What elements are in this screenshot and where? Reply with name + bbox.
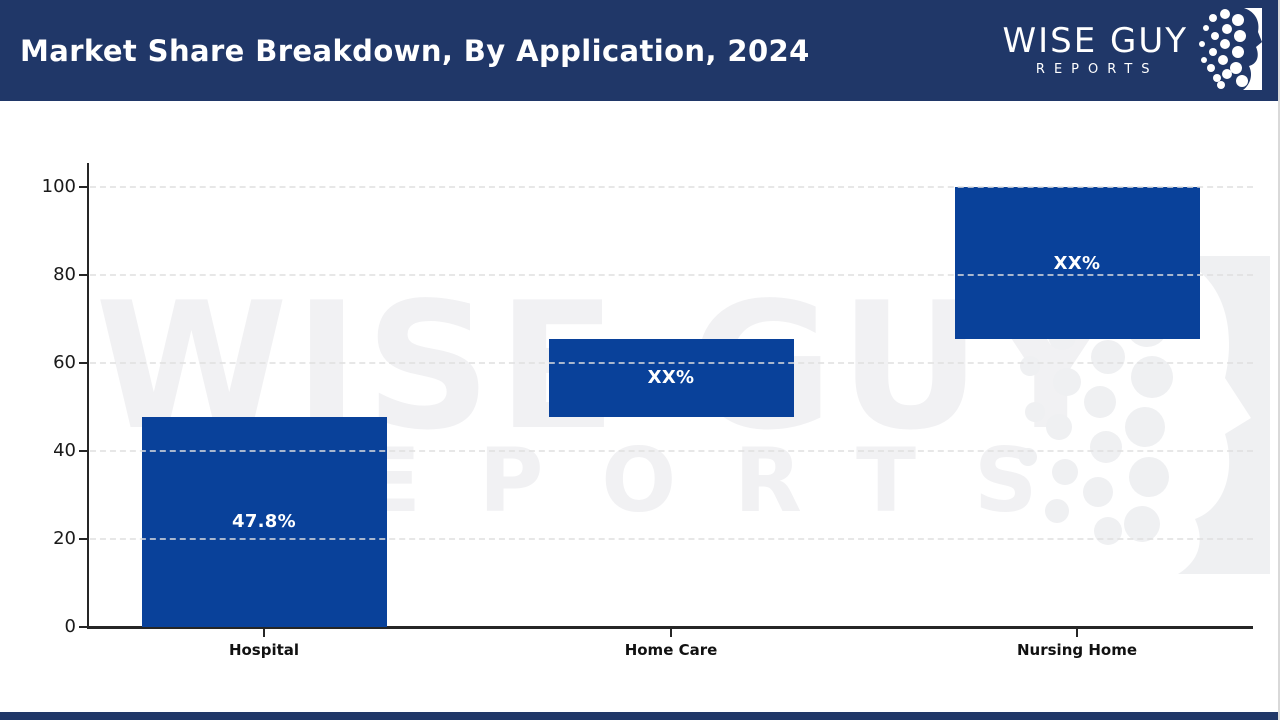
x-axis-line	[87, 626, 1253, 629]
gridline-80	[90, 274, 1253, 276]
y-axis-tick	[79, 538, 87, 540]
brand-wordmark: WISE GUY REPORTS	[1002, 24, 1188, 77]
y-tick-label: 20	[53, 528, 76, 549]
bar-value-label: 47.8%	[232, 511, 296, 533]
y-axis-tick	[79, 186, 87, 188]
y-tick-label: 100	[41, 176, 76, 197]
x-axis-tick	[1076, 629, 1078, 637]
bar-value-label: XX%	[647, 367, 695, 389]
y-axis-tick	[79, 362, 87, 364]
chart-canvas: WISE GUY REPORTS 47.8% XX% XX% 0 20 40 60	[0, 101, 1278, 712]
plot-region: 47.8% XX% XX% 0 20 40 60 80 100 Hospital Home Care…	[0, 101, 1278, 712]
y-tick-label: 60	[53, 352, 76, 373]
x-axis-tick	[670, 629, 672, 637]
brand-subname: REPORTS	[1035, 62, 1159, 77]
y-tick-label: 40	[53, 440, 76, 461]
bar-value-label: XX%	[1053, 252, 1101, 274]
x-axis-tick	[263, 629, 265, 637]
y-axis-tick	[79, 450, 87, 452]
category-label-nursing-home: Nursing Home	[1017, 641, 1137, 659]
bar-home-care: XX%	[548, 339, 794, 417]
y-axis-tick	[79, 626, 87, 628]
page-title: Market Share Breakdown, By Application, …	[20, 33, 810, 68]
category-label-hospital: Hospital	[228, 641, 300, 659]
footer-bar	[0, 712, 1278, 720]
gridline-40	[90, 450, 1253, 452]
y-tick-label: 0	[64, 616, 76, 637]
y-axis-tick	[79, 274, 87, 276]
bar-nursing-home: XX%	[954, 187, 1200, 340]
y-axis-line	[87, 163, 89, 629]
brand-face-icon	[1196, 6, 1262, 96]
brand-logo: WISE GUY REPORTS	[1002, 6, 1262, 96]
category-label-home-care: Home Care	[624, 641, 718, 659]
gridline-60	[90, 362, 1253, 364]
gridline-20	[90, 538, 1253, 540]
bar-hospital: 47.8%	[141, 416, 387, 627]
brand-name: WISE GUY	[1002, 21, 1188, 61]
header-bar: Market Share Breakdown, By Application, …	[0, 0, 1278, 101]
y-tick-label: 80	[53, 264, 76, 285]
gridline-100	[90, 186, 1253, 188]
